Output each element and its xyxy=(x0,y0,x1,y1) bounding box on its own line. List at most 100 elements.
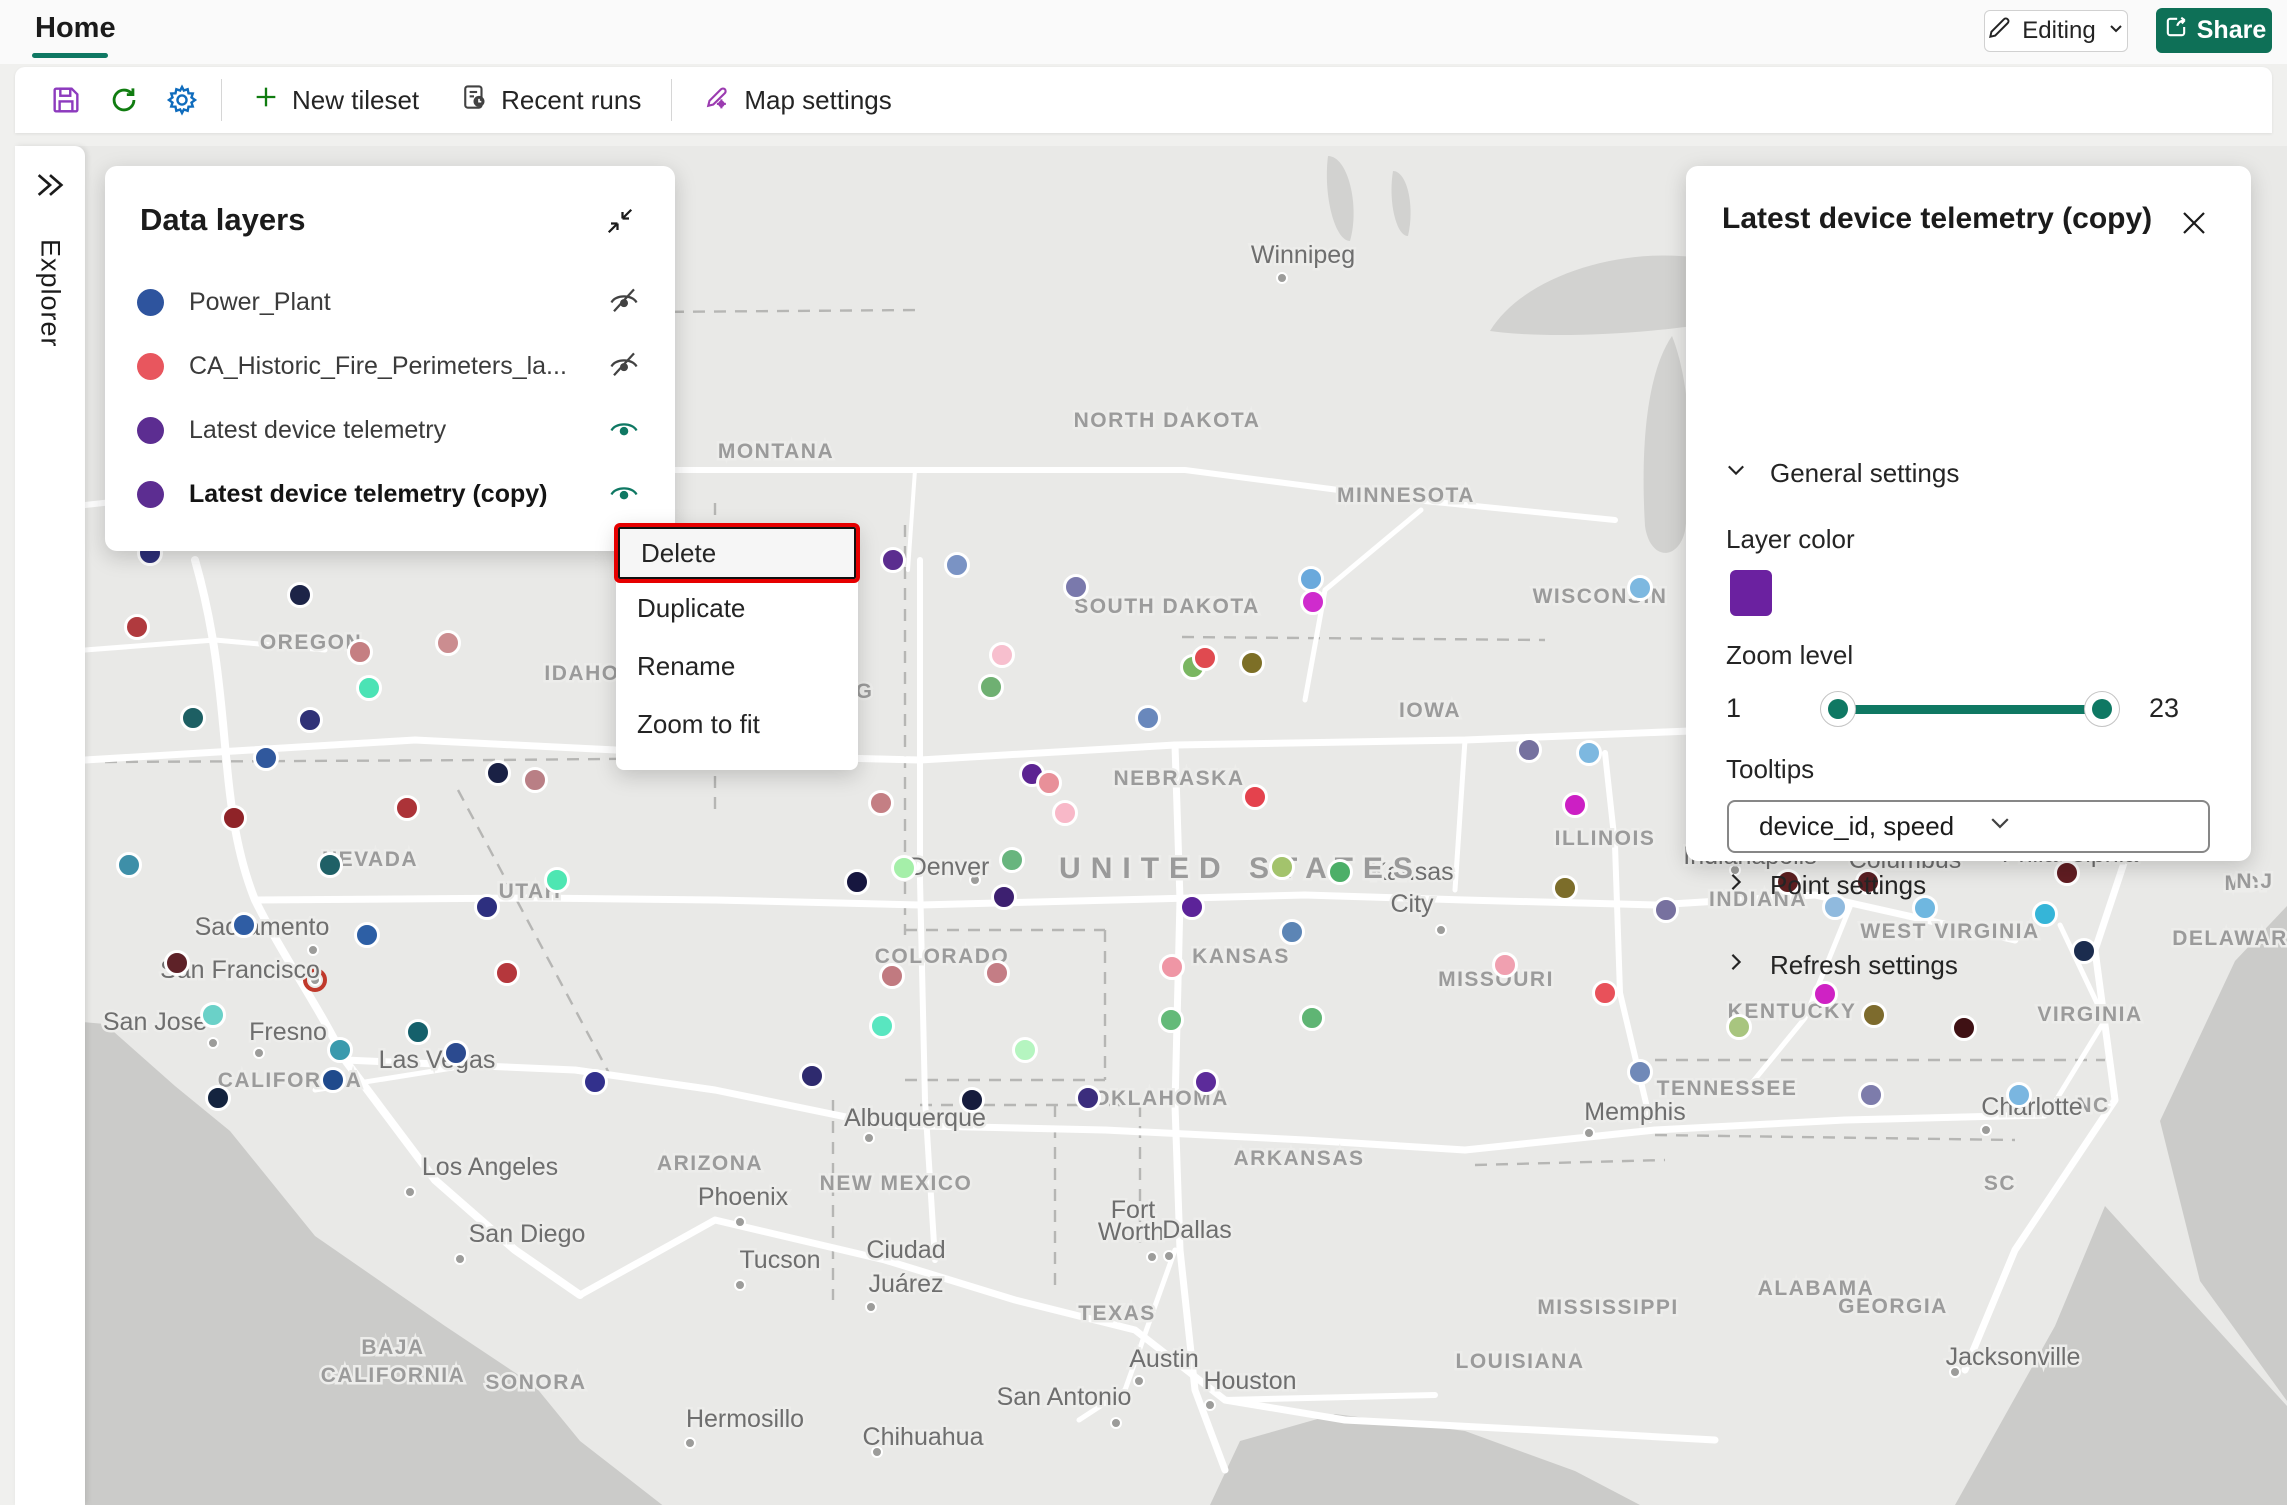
telemetry-dot[interactable] xyxy=(1858,1082,1884,1108)
telemetry-dot[interactable] xyxy=(1299,1005,1325,1031)
telemetry-dot[interactable] xyxy=(356,675,382,701)
telemetry-dot[interactable] xyxy=(443,1040,469,1066)
telemetry-dot[interactable] xyxy=(1239,650,1265,676)
tooltips-dropdown[interactable]: device_id, speed xyxy=(1727,800,2210,853)
telemetry-dot[interactable] xyxy=(1552,875,1578,901)
telemetry-dot[interactable] xyxy=(799,1063,825,1089)
telemetry-dot[interactable] xyxy=(868,790,894,816)
telemetry-dot[interactable] xyxy=(944,552,970,578)
context-menu-item-duplicate[interactable]: Duplicate xyxy=(637,592,746,623)
layer-row[interactable]: Latest device telemetry xyxy=(105,398,675,462)
eye-hidden-icon[interactable] xyxy=(609,286,639,319)
telemetry-dot[interactable] xyxy=(164,950,190,976)
eye-visible-icon[interactable] xyxy=(609,415,639,446)
telemetry-dot[interactable] xyxy=(124,614,150,640)
telemetry-dot[interactable] xyxy=(231,912,257,938)
telemetry-dot[interactable] xyxy=(880,547,906,573)
telemetry-dot[interactable] xyxy=(1300,589,1326,615)
telemetry-dot[interactable] xyxy=(991,884,1017,910)
telemetry-dot[interactable] xyxy=(869,1013,895,1039)
eye-hidden-icon[interactable] xyxy=(609,350,639,383)
telemetry-dot[interactable] xyxy=(221,805,247,831)
telemetry-dot[interactable] xyxy=(1279,919,1305,945)
telemetry-dot[interactable] xyxy=(435,630,461,656)
telemetry-dot[interactable] xyxy=(1855,869,1881,895)
telemetry-dot[interactable] xyxy=(1012,1037,1038,1063)
general-settings-section[interactable]: General settings xyxy=(1724,458,1959,489)
telemetry-dot[interactable] xyxy=(180,705,206,731)
telemetry-dot[interactable] xyxy=(354,922,380,948)
telemetry-dot[interactable] xyxy=(582,1069,608,1095)
layer-row[interactable]: Latest device telemetry (copy) xyxy=(105,462,675,526)
context-menu-item-zoom-to-fit[interactable]: Zoom to fit xyxy=(637,708,760,739)
telemetry-dot[interactable] xyxy=(1492,952,1518,978)
telemetry-dot[interactable] xyxy=(1242,784,1268,810)
layer-row[interactable]: Power_Plant xyxy=(105,270,675,334)
telemetry-dot[interactable] xyxy=(844,869,870,895)
map-settings-button[interactable]: Map settings xyxy=(682,76,911,124)
telemetry-dot[interactable] xyxy=(253,745,279,771)
telemetry-dot[interactable] xyxy=(978,674,1004,700)
telemetry-dot[interactable] xyxy=(984,960,1010,986)
point-settings-section[interactable]: Point settings xyxy=(1724,870,1926,901)
telemetry-dot[interactable] xyxy=(999,847,1025,873)
telemetry-dot[interactable] xyxy=(205,1085,231,1111)
telemetry-dot[interactable] xyxy=(287,582,313,608)
zoom-slider-handle-min[interactable] xyxy=(1820,691,1856,727)
telemetry-dot[interactable] xyxy=(1193,1069,1219,1095)
layer-color-swatch[interactable] xyxy=(1730,570,1772,616)
telemetry-dot[interactable] xyxy=(989,642,1015,668)
telemetry-dot[interactable] xyxy=(522,767,548,793)
telemetry-dot[interactable] xyxy=(2032,901,2058,927)
telemetry-dot[interactable] xyxy=(1822,894,1848,920)
save-button[interactable] xyxy=(37,78,95,122)
telemetry-dot[interactable] xyxy=(1269,854,1295,880)
telemetry-dot[interactable] xyxy=(879,963,905,989)
refresh-settings-section[interactable]: Refresh settings xyxy=(1724,950,1958,981)
telemetry-dot[interactable] xyxy=(1158,1007,1184,1033)
telemetry-dot[interactable] xyxy=(317,852,343,878)
telemetry-dot[interactable] xyxy=(1653,897,1679,923)
settings-gear-button[interactable] xyxy=(153,78,211,122)
telemetry-dot[interactable] xyxy=(1179,894,1205,920)
zoom-slider-track[interactable] xyxy=(1836,705,2102,714)
telemetry-dot[interactable] xyxy=(394,795,420,821)
telemetry-dot[interactable] xyxy=(200,1002,226,1028)
telemetry-dot[interactable] xyxy=(1912,895,1938,921)
new-tileset-button[interactable]: New tileset xyxy=(232,76,439,124)
telemetry-dot[interactable] xyxy=(1192,645,1218,671)
telemetry-dot[interactable] xyxy=(405,1019,431,1045)
expand-explorer-button[interactable] xyxy=(33,170,67,205)
telemetry-dot[interactable] xyxy=(1775,869,1801,895)
collapse-panel-icon[interactable] xyxy=(605,206,635,241)
telemetry-dot[interactable] xyxy=(1075,1085,1101,1111)
telemetry-dot[interactable] xyxy=(1562,792,1588,818)
recent-runs-button[interactable]: Recent runs xyxy=(439,76,661,124)
refresh-button[interactable] xyxy=(95,78,153,122)
close-icon[interactable] xyxy=(2179,208,2209,243)
telemetry-dot[interactable] xyxy=(485,760,511,786)
layer-row[interactable]: CA_Historic_Fire_Perimeters_la... xyxy=(105,334,675,398)
telemetry-dot[interactable] xyxy=(1159,954,1185,980)
telemetry-dot[interactable] xyxy=(1812,981,1838,1007)
telemetry-dot[interactable] xyxy=(1036,770,1062,796)
telemetry-dot[interactable] xyxy=(1327,859,1353,885)
telemetry-dot[interactable] xyxy=(1516,737,1542,763)
telemetry-dot[interactable] xyxy=(2006,1082,2032,1108)
telemetry-dot[interactable] xyxy=(1861,1002,1887,1028)
telemetry-dot[interactable] xyxy=(1063,574,1089,600)
telemetry-dot[interactable] xyxy=(2054,860,2080,886)
editing-dropdown[interactable]: Editing xyxy=(1984,10,2128,52)
tab-home[interactable]: Home xyxy=(35,12,116,44)
telemetry-dot[interactable] xyxy=(1627,1059,1653,1085)
telemetry-dot[interactable] xyxy=(1052,800,1078,826)
telemetry-dot[interactable] xyxy=(1298,566,1324,592)
telemetry-dot[interactable] xyxy=(891,855,917,881)
telemetry-dot[interactable] xyxy=(1592,980,1618,1006)
telemetry-dot[interactable] xyxy=(320,1067,346,1093)
telemetry-dot[interactable] xyxy=(116,852,142,878)
telemetry-dot[interactable] xyxy=(474,894,500,920)
zoom-slider-handle-max[interactable] xyxy=(2084,691,2120,727)
telemetry-dot[interactable] xyxy=(1951,1015,1977,1041)
telemetry-dot[interactable] xyxy=(544,867,570,893)
